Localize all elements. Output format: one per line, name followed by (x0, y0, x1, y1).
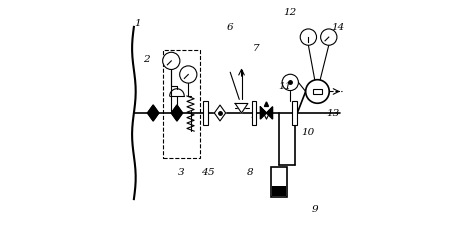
Text: 7: 7 (253, 44, 260, 53)
Bar (271, 168, 287, 197)
Circle shape (180, 67, 197, 84)
Polygon shape (147, 106, 159, 121)
Text: 9: 9 (312, 204, 319, 213)
Circle shape (300, 30, 317, 46)
Bar (313, 90, 321, 94)
Text: 5: 5 (208, 168, 214, 177)
Text: 2: 2 (143, 55, 150, 64)
Bar (164, 50, 200, 159)
Text: 12: 12 (283, 7, 297, 16)
Text: 6: 6 (227, 23, 233, 32)
Polygon shape (264, 102, 268, 107)
Bar (203, 101, 208, 126)
Circle shape (306, 80, 329, 104)
Text: 14: 14 (331, 23, 345, 32)
Text: 8: 8 (247, 168, 254, 177)
Circle shape (282, 75, 299, 91)
Circle shape (163, 53, 180, 70)
Polygon shape (171, 106, 182, 121)
Bar (292, 101, 297, 126)
Text: 1: 1 (134, 19, 141, 28)
Circle shape (320, 30, 337, 46)
Text: 10: 10 (302, 127, 315, 136)
Polygon shape (260, 107, 266, 120)
Text: 4: 4 (201, 168, 208, 177)
Text: 3: 3 (178, 168, 185, 177)
Text: 11: 11 (278, 82, 291, 91)
Bar (272, 186, 286, 197)
Polygon shape (214, 106, 226, 121)
Polygon shape (266, 107, 273, 120)
Polygon shape (235, 104, 248, 114)
Bar (252, 101, 256, 126)
Text: 13: 13 (327, 109, 340, 118)
